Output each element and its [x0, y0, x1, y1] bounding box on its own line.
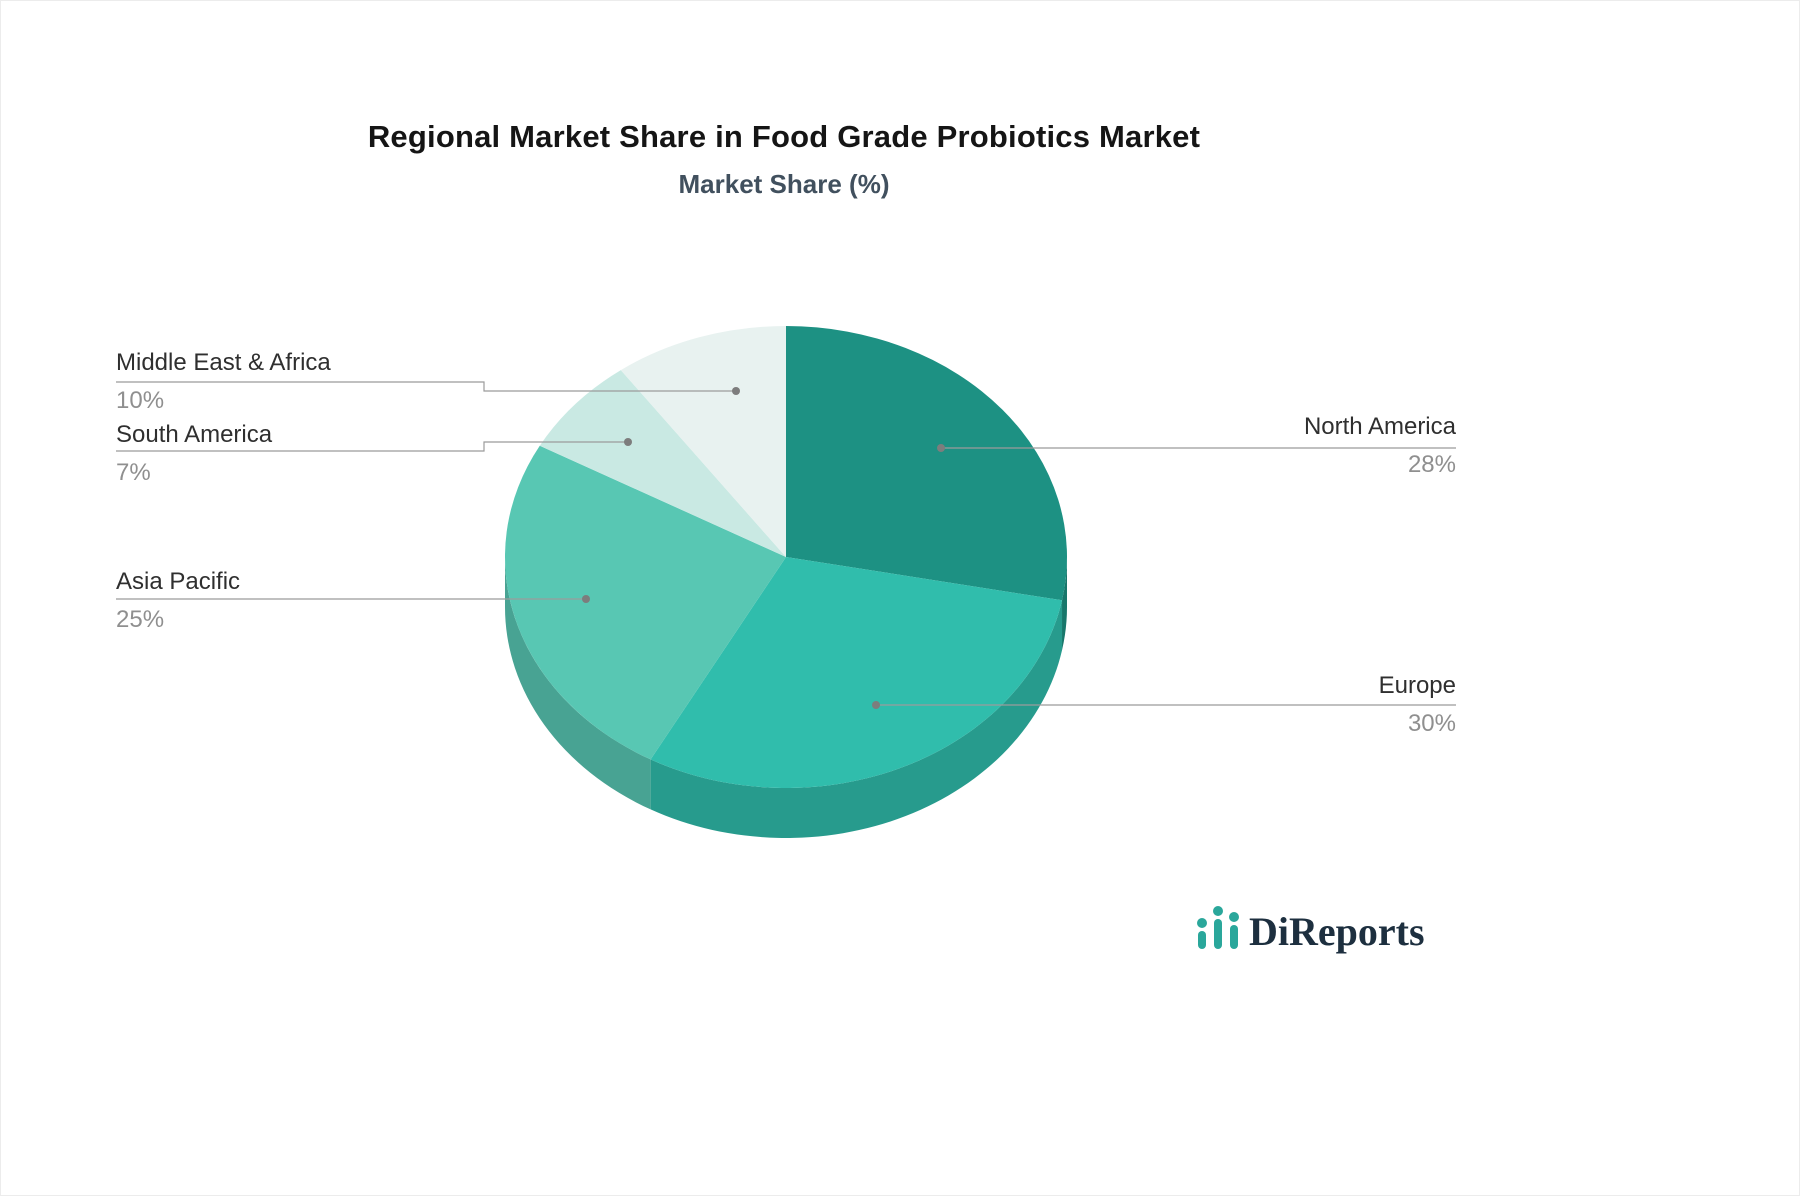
category-percent-europe: 30%	[1407, 710, 1456, 737]
pie-slice-side-asia-pacific	[505, 557, 651, 810]
category-label-asia-pacific: Asia Pacific	[116, 568, 241, 595]
pie-slice-side-north-america	[1062, 557, 1067, 651]
callout-dot-europe	[872, 701, 880, 709]
callout-dot-north-america	[937, 444, 945, 452]
category-label-north-america: North America	[1303, 413, 1456, 440]
direports-logo-text: DiReports	[1249, 909, 1425, 954]
pie-slice-north-america[interactable]	[786, 326, 1067, 601]
callout-dot-south-america	[624, 438, 632, 446]
category-percent-north-america: 28%	[1407, 451, 1456, 478]
callout-line-south-america	[116, 441, 628, 452]
callout-dot-middle-east-africa	[732, 387, 740, 395]
label-asia-pacific: Asia Pacific 25%	[116, 567, 240, 635]
pie-slice-middle-east-africa[interactable]	[620, 326, 786, 557]
category-percent-middle-east-africa: 10%	[116, 387, 165, 414]
direports-logo: DiReports	[1194, 899, 1425, 954]
direports-logo-icon	[1197, 906, 1239, 949]
pie-slice-side-europe	[650, 600, 1063, 838]
pie-slice-europe[interactable]	[650, 557, 1063, 788]
category-label-middle-east-africa: Middle East & Africa	[116, 349, 331, 376]
category-percent-south-america: 7%	[116, 459, 151, 486]
label-south-america: South America 7%	[116, 420, 272, 488]
label-middle-east-africa: Middle East & Africa 10%	[116, 348, 331, 416]
category-label-europe: Europe	[1378, 672, 1456, 699]
pie-slice-asia-pacific[interactable]	[505, 445, 786, 760]
label-north-america: North America 28%	[1056, 412, 1456, 480]
category-percent-asia-pacific: 25%	[116, 606, 165, 633]
chart-title: Regional Market Share in Food Grade Prob…	[367, 119, 1201, 154]
pie-slice-south-america[interactable]	[539, 370, 786, 557]
callout-line-middle-east-africa	[116, 381, 736, 392]
label-europe: Europe 30%	[1056, 671, 1456, 739]
category-label-south-america: South America	[116, 421, 273, 448]
callout-dot-asia-pacific	[582, 595, 590, 603]
chart-subtitle: Market Share (%)	[678, 169, 890, 199]
